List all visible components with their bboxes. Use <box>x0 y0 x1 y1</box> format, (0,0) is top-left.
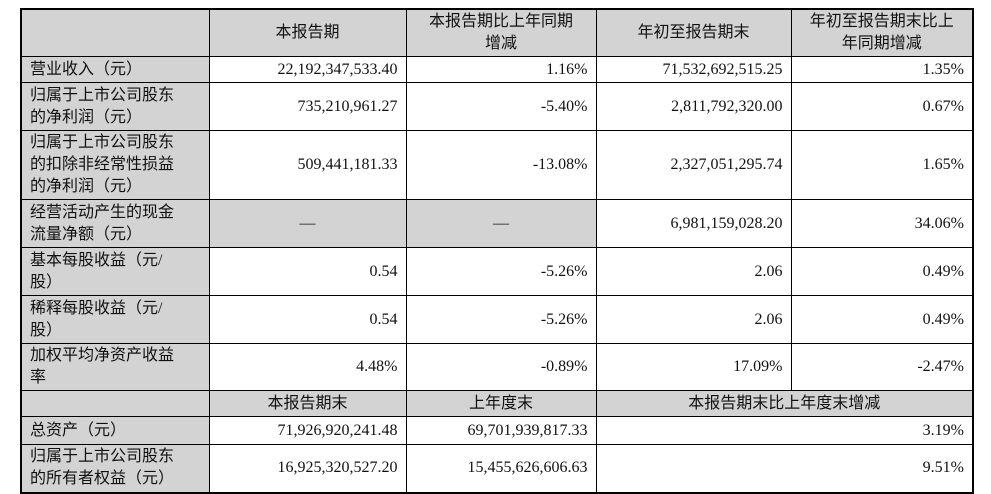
period-end-value: 71,926,920,241.48 <box>208 416 407 445</box>
current-period-value: 735,210,961.27 <box>208 82 407 131</box>
current-period-value: 4.48% <box>208 343 407 391</box>
financial-summary-table: 本报告期 本报告期比上年同期 增减 年初至报告期末 年初至报告期末比上 年同期增… <box>20 8 974 494</box>
current-period-value: 22,192,347,533.40 <box>208 56 407 83</box>
current-period-change-dash: — <box>405 199 597 248</box>
row-label: 总资产（元） <box>20 416 210 445</box>
row-label: 营业收入（元） <box>20 56 210 83</box>
ytd-value: 2.06 <box>595 247 792 296</box>
row-label: 加权平均净资产收益 率 <box>20 343 210 391</box>
prior-year-end-value: 15,455,626,606.63 <box>405 444 597 493</box>
prior-year-end-value: 69,701,939,817.33 <box>405 416 597 445</box>
table-row-weighted-avg-roe: 加权平均净资产收益 率 4.48% -0.89% 17.09% -2.47% <box>20 343 974 391</box>
col-header-ytd: 年初至报告期末 <box>595 8 792 57</box>
table-row-diluted-eps: 稀释每股收益（元/ 股） 0.54 -5.26% 2.06 0.49% <box>20 295 974 344</box>
row-label: 经营活动产生的现金 流量净额（元） <box>20 199 210 248</box>
ytd-change: 1.35% <box>790 56 974 83</box>
end-change-value: 9.51% <box>595 444 974 493</box>
col-header-prior-year-end: 上年度末 <box>405 390 597 417</box>
current-period-change: -0.89% <box>405 343 597 391</box>
current-period-change: 1.16% <box>405 56 597 83</box>
ytd-value: 2,811,792,320.00 <box>595 82 792 131</box>
current-period-value: 0.54 <box>208 247 407 296</box>
ytd-change: 34.06% <box>790 199 974 248</box>
ytd-change: 0.49% <box>790 295 974 344</box>
col-header-ytd-change: 年初至报告期末比上 年同期增减 <box>790 8 974 57</box>
table-row-basic-eps: 基本每股收益（元/ 股） 0.54 -5.26% 2.06 0.49% <box>20 247 974 296</box>
table-row-shareholders-equity: 归属于上市公司股东 的所有者权益（元） 16,925,320,527.20 15… <box>20 444 974 493</box>
current-period-value: 509,441,181.33 <box>208 130 407 200</box>
ytd-value: 71,532,692,515.25 <box>595 56 792 83</box>
corner-cell <box>20 8 210 57</box>
table-header-row: 本报告期 本报告期比上年同期 增减 年初至报告期末 年初至报告期末比上 年同期增… <box>20 8 974 57</box>
col-header-current-period: 本报告期 <box>208 8 407 57</box>
current-period-change: -5.26% <box>405 295 597 344</box>
ytd-change: -2.47% <box>790 343 974 391</box>
current-period-change: -13.08% <box>405 130 597 200</box>
ytd-change: 0.49% <box>790 247 974 296</box>
table-row-operating-cash-flow: 经营活动产生的现金 流量净额（元） — — 6,981,159,028.20 3… <box>20 199 974 248</box>
corner-cell <box>20 390 210 417</box>
row-label: 稀释每股收益（元/ 股） <box>20 295 210 344</box>
row-label: 归属于上市公司股东 的净利润（元） <box>20 82 210 131</box>
end-change-value: 3.19% <box>595 416 974 445</box>
current-period-dash: — <box>208 199 407 248</box>
table-row-total-assets: 总资产（元） 71,926,920,241.48 69,701,939,817.… <box>20 416 974 445</box>
current-period-change: -5.40% <box>405 82 597 131</box>
ytd-value: 6,981,159,028.20 <box>595 199 792 248</box>
table-row-revenue: 营业收入（元） 22,192,347,533.40 1.16% 71,532,6… <box>20 56 974 83</box>
ytd-change: 0.67% <box>790 82 974 131</box>
table-row-net-profit-excl-nonrecurring: 归属于上市公司股东 的扣除非经常性损益 的净利润（元） 509,441,181.… <box>20 130 974 200</box>
row-label: 基本每股收益（元/ 股） <box>20 247 210 296</box>
table-row-net-profit: 归属于上市公司股东 的净利润（元） 735,210,961.27 -5.40% … <box>20 82 974 131</box>
table-subheader-row: 本报告期末 上年度末 本报告期末比上年度末增减 <box>20 390 974 417</box>
col-header-current-period-change: 本报告期比上年同期 增减 <box>405 8 597 57</box>
col-header-end-change: 本报告期末比上年度末增减 <box>595 390 974 417</box>
ytd-value: 17.09% <box>595 343 792 391</box>
ytd-value: 2,327,051,295.74 <box>595 130 792 200</box>
row-label: 归属于上市公司股东 的扣除非经常性损益 的净利润（元） <box>20 130 210 200</box>
current-period-change: -5.26% <box>405 247 597 296</box>
row-label: 归属于上市公司股东 的所有者权益（元） <box>20 444 210 493</box>
period-end-value: 16,925,320,527.20 <box>208 444 407 493</box>
ytd-value: 2.06 <box>595 295 792 344</box>
current-period-value: 0.54 <box>208 295 407 344</box>
ytd-change: 1.65% <box>790 130 974 200</box>
col-header-period-end: 本报告期末 <box>208 390 407 417</box>
financial-summary-section: 本报告期 本报告期比上年同期 增减 年初至报告期末 年初至报告期末比上 年同期增… <box>20 8 974 494</box>
